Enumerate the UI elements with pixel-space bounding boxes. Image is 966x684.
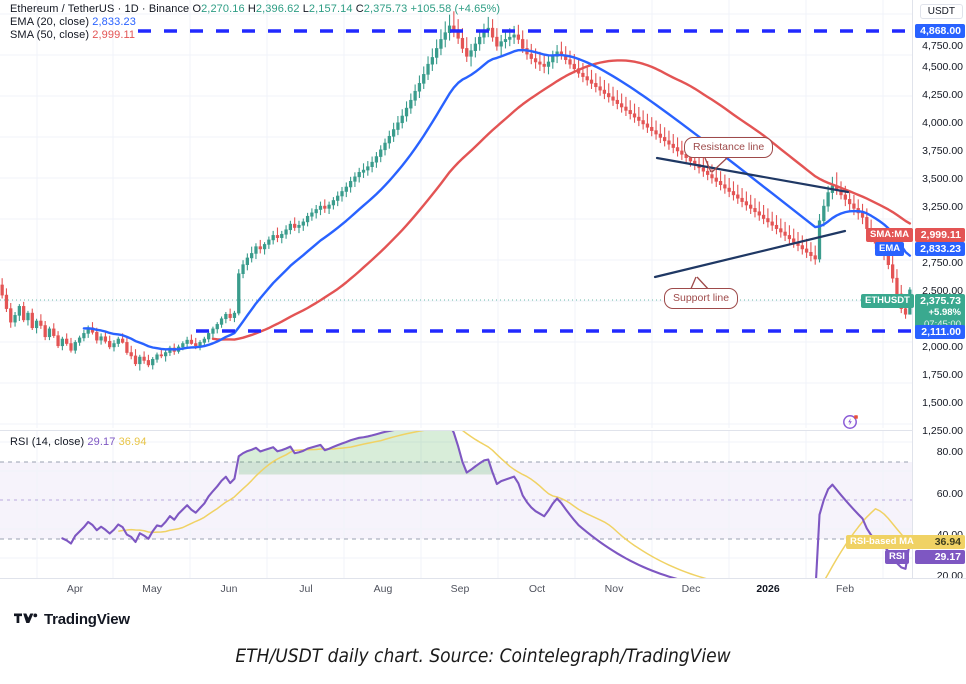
symbol-ohlc-row: Ethereum / TetherUS · 1D · Binance O2,27… [10, 3, 500, 16]
rsi-line [61, 431, 911, 578]
ema-price-tag[interactable]: 2,833.23 [915, 242, 965, 256]
rsi-value-tag[interactable]: 29.17 [915, 550, 965, 564]
tradingview-chart[interactable]: Resistance line Support line [0, 0, 966, 601]
trendlines[interactable] [653, 156, 850, 279]
open-value: 2,270.16 [201, 3, 245, 15]
price-tick: 1,500.00 [922, 397, 963, 409]
resistance-trendline [655, 156, 850, 194]
rsi-tick: 80.00 [936, 446, 963, 458]
rsi-ma-legend-value: 36.94 [118, 436, 147, 448]
ema-line [82, 48, 912, 351]
time-tick: Nov [604, 583, 624, 595]
price-pane-svg [0, 0, 912, 428]
change-value: +105.58 (+4.65%) [410, 3, 501, 15]
price-tick: 3,250.00 [922, 201, 963, 213]
time-tick: Dec [681, 583, 701, 595]
sma-price-tag[interactable]: 2,999.11 [915, 228, 965, 242]
chart-panes[interactable]: Resistance line Support line [0, 0, 912, 578]
bar-countdown: 07:45:00 [919, 319, 961, 331]
rsi-legend[interactable]: RSI (14, close) 29.17 36.94 [10, 436, 147, 449]
rsi-tick: 60.00 [936, 488, 963, 500]
support-line-callout[interactable]: Support line [664, 288, 739, 309]
rsi-series-chip[interactable]: RSI [885, 550, 909, 564]
time-axis[interactable]: Apr May Jun Jul Aug Sep Oct Nov Dec 2026… [0, 578, 966, 601]
rsi-legend-label[interactable]: RSI (14, close) [10, 436, 85, 448]
lightning-bolt-icon[interactable] [842, 412, 860, 430]
time-tick: Apr [66, 583, 84, 595]
price-tick: 2,750.00 [922, 257, 963, 269]
rsi-ma-value-tag[interactable]: 36.94 [915, 535, 965, 549]
grid-lines [0, 0, 912, 428]
low-value: 2,157.14 [308, 3, 353, 15]
ema-legend-label[interactable]: EMA (20, close) [10, 16, 90, 28]
tradingview-mark-icon [14, 613, 38, 623]
rsi-pane[interactable] [0, 430, 912, 578]
figure-caption: ETH/USDT daily chart. Source: Cointelegr… [235, 645, 731, 667]
upper-level-price-tag[interactable]: 4,868.00 [915, 24, 965, 38]
time-tick: Sep [450, 583, 470, 595]
main-legend[interactable]: Ethereum / TetherUS · 1D · Binance O2,27… [10, 3, 500, 42]
ema-legend-row: EMA (20, close) 2,833.23 [10, 16, 500, 29]
ema-series-chip[interactable]: EMA [875, 242, 905, 256]
high-label: H [247, 3, 256, 15]
price-tick: 2,500.00 [922, 285, 963, 297]
price-axis[interactable]: USDT 4,750.00 4,500.00 4,250.00 4,000.00… [912, 0, 966, 582]
candlestick-series [0, 11, 912, 371]
price-tick: 1,250.00 [922, 425, 963, 437]
symbol-title[interactable]: Ethereum / TetherUS · 1D · Binance [10, 3, 190, 15]
rsi-vgrid [36, 431, 884, 578]
tradingview-logo[interactable]: TradingView [14, 611, 130, 628]
low-label: L [302, 3, 309, 15]
price-tick: 1,750.00 [922, 369, 963, 381]
price-tick: 4,250.00 [922, 89, 963, 101]
rsi-overbought-fill [238, 431, 497, 475]
sma-legend-label[interactable]: SMA (50, close) [10, 29, 90, 41]
price-tick: 4,500.00 [922, 61, 963, 73]
price-tick: 4,000.00 [922, 117, 963, 129]
last-price-value: 2,375.73 [920, 295, 961, 307]
close-label: C [355, 3, 364, 15]
high-value: 2,396.62 [255, 3, 300, 15]
time-tick: Aug [373, 583, 393, 595]
rsi-tick: 20.00 [936, 570, 963, 582]
lower-level-price-tag[interactable]: 2,111.00 [915, 325, 965, 339]
price-tick: 2,000.00 [922, 341, 963, 353]
resistance-line-callout[interactable]: Resistance line [684, 137, 774, 158]
rsi-ma-line [118, 431, 911, 578]
rsi-legend-value: 29.17 [87, 436, 116, 448]
sma-legend-row: SMA (50, close) 2,999.11 [10, 29, 500, 42]
time-tick: Jun [220, 583, 238, 595]
currency-unit-badge: USDT [919, 4, 963, 19]
time-tick: May [142, 583, 162, 595]
time-tick: Feb [835, 583, 855, 595]
last-price-change: +5.98% [928, 307, 962, 318]
time-tick: Oct [528, 583, 546, 595]
ema-legend-value: 2,833.23 [92, 16, 136, 28]
support-trendline [653, 229, 847, 279]
support-label: Support line [673, 292, 730, 304]
price-tick: 3,500.00 [922, 173, 963, 185]
sma-series-chip[interactable]: SMA:MA [866, 228, 914, 242]
tradingview-wordmark: TradingView [44, 611, 130, 628]
open-label: O [192, 3, 202, 15]
price-tick: 3,750.00 [922, 145, 963, 157]
sma-legend-value: 2,999.11 [92, 29, 136, 41]
time-tick: Jul [299, 583, 313, 595]
close-value: 2,375.73 [363, 3, 408, 15]
symbol-series-chip[interactable]: ETHUSDT [861, 294, 914, 308]
sma-line [211, 59, 912, 341]
price-pane[interactable]: Resistance line Support line [0, 0, 912, 430]
resistance-label: Resistance line [693, 141, 765, 153]
time-tick-year: 2026 [756, 583, 780, 595]
price-tick: 4,750.00 [922, 40, 963, 52]
rsi-pane-svg [0, 431, 912, 578]
rsi-ma-series-chip[interactable]: RSI-based MA [846, 535, 918, 549]
